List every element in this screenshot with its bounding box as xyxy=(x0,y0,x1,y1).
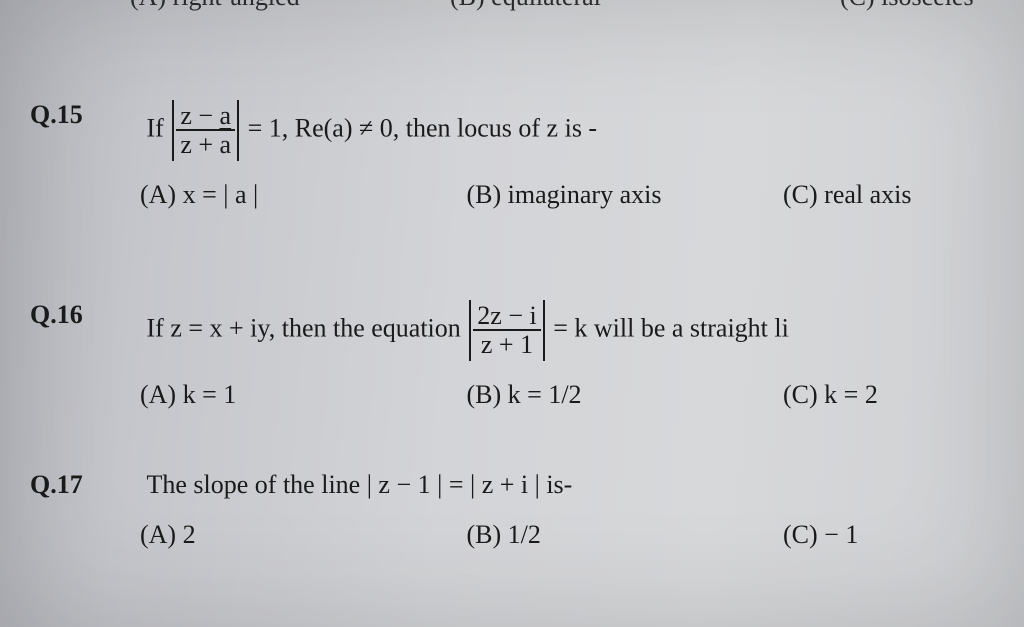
q16-option-a: (A) k = 1 xyxy=(140,380,460,410)
q17-option-a: (A) 2 xyxy=(140,520,460,550)
q17-number: Q.17 xyxy=(0,470,140,500)
q17-row: Q.17 The slope of the line | z − 1 | = |… xyxy=(0,470,1024,500)
q16-stem: If z = x + iy, then the equation 2z − i … xyxy=(147,300,1017,361)
q16-option-c: (C) k = 2 xyxy=(783,380,878,410)
q16-fraction: 2z − i z + 1 xyxy=(473,302,540,359)
q15-num-left: z − xyxy=(180,101,219,130)
partial-option-a: (A) right-angled xyxy=(130,0,300,12)
q15-option-c: (C) real axis xyxy=(783,180,912,210)
page-surface: (A) right-angled (B) equilateral (C) iso… xyxy=(0,0,1024,627)
q16-part1: If z = x + iy, then the equation xyxy=(147,313,468,342)
q16-option-b: (B) k = 1/2 xyxy=(467,380,777,410)
partial-option-c: (C) isosceles xyxy=(840,0,974,12)
q16-abs: 2z − i z + 1 xyxy=(469,300,544,361)
q15-number: Q.15 xyxy=(0,100,140,130)
q15-num-right: a xyxy=(220,101,232,130)
q16-options: (A) k = 1 (B) k = 1/2 (C) k = 2 xyxy=(140,380,1020,410)
q17-option-c: (C) − 1 xyxy=(783,520,858,550)
q15-rest: = 1, Re(a) ≠ 0, then locus of z is - xyxy=(248,113,598,142)
q17-stem: The slope of the line | z − 1 | = | z + … xyxy=(147,470,1017,500)
q15-option-b: (B) imaginary axis xyxy=(467,180,777,210)
q16-row: Q.16 If z = x + iy, then the equation 2z… xyxy=(0,300,1024,361)
q15-row: Q.15 If z − a z + a = 1, Re(a) ≠ 0, then… xyxy=(0,100,1024,161)
q15-options: (A) x = | a | (B) imaginary axis (C) rea… xyxy=(140,180,1020,210)
q15-option-a: (A) x = | a | xyxy=(140,180,460,210)
q15-abs: z − a z + a xyxy=(172,100,239,161)
q15-stem: If z − a z + a = 1, Re(a) ≠ 0, then locu… xyxy=(147,100,1017,161)
q15-fraction: z − a z + a xyxy=(176,102,235,159)
q16-frac-den: z + 1 xyxy=(473,331,540,358)
q17-option-b: (B) 1/2 xyxy=(467,520,777,550)
partial-option-b: (B) equilateral xyxy=(450,0,601,12)
q15-frac-num: z − a xyxy=(176,102,235,131)
q15-frac-den: z + a xyxy=(176,131,235,158)
q15-den-right: a xyxy=(220,130,232,159)
q16-number: Q.16 xyxy=(0,300,140,330)
q17-options: (A) 2 (B) 1/2 (C) − 1 xyxy=(140,520,1020,550)
q16-frac-num: 2z − i xyxy=(473,302,540,331)
q15-den-left: z + xyxy=(180,130,219,159)
q15-if: If xyxy=(147,113,171,142)
q16-part2: = k will be a straight li xyxy=(553,313,789,342)
